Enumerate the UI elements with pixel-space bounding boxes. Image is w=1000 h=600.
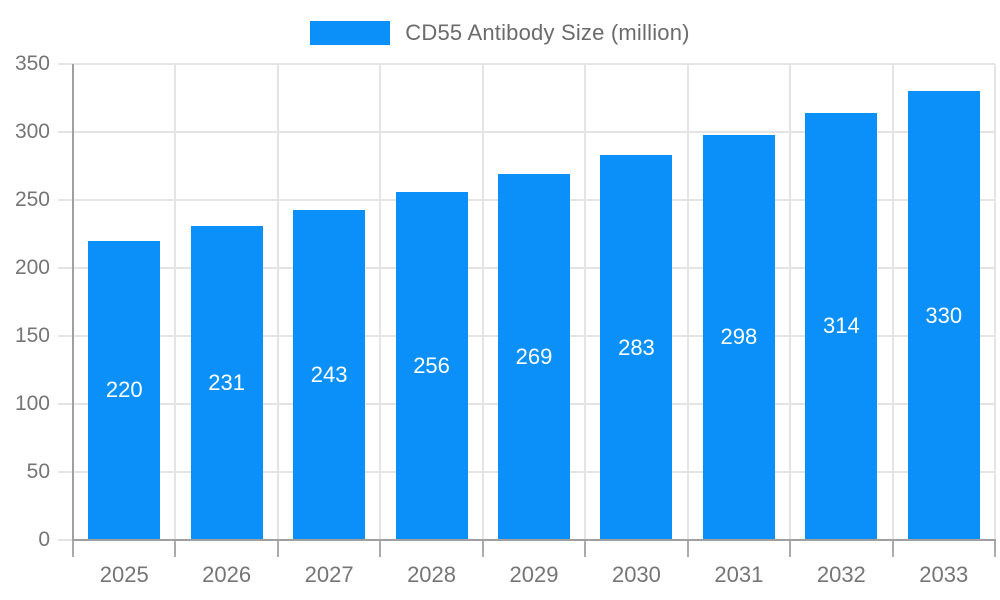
bar-value-label: 298 <box>720 324 758 350</box>
x-axis-tick <box>584 541 587 557</box>
bar[interactable] <box>600 155 673 540</box>
x-axis-tick <box>174 541 177 557</box>
x-axis-tick <box>276 541 279 557</box>
bar[interactable] <box>907 91 980 540</box>
x-axis-tick <box>481 541 484 557</box>
bar-value-label: 314 <box>822 313 860 339</box>
bar[interactable] <box>395 191 468 540</box>
y-axis-tick-label: 50 <box>26 460 50 483</box>
x-gridline <box>276 64 279 540</box>
y-axis-tick-label: 200 <box>14 256 50 279</box>
x-axis-tick-label: 2025 <box>99 562 149 587</box>
bar-value-label: 220 <box>105 377 143 403</box>
bar[interactable] <box>190 225 263 540</box>
x-axis-tick-label: 2026 <box>202 562 252 587</box>
bar-value-label: 231 <box>208 369 246 395</box>
x-axis-tick-label: 2032 <box>816 562 866 587</box>
bar-value-label: 283 <box>618 334 655 360</box>
x-axis-tick <box>789 541 792 557</box>
x-gridline <box>584 64 587 540</box>
bar-value-label: 269 <box>515 344 553 370</box>
y-gridline <box>58 131 995 133</box>
bar-value-label: 256 <box>413 352 450 378</box>
y-axis-tick-label: 250 <box>14 188 50 211</box>
x-gridline <box>686 64 689 540</box>
x-gridline <box>481 64 484 540</box>
x-axis-tick <box>994 541 996 557</box>
bar[interactable] <box>293 209 366 540</box>
bar[interactable] <box>805 112 878 540</box>
x-axis-tick-label: 2031 <box>714 562 764 587</box>
x-axis-tick <box>72 541 74 557</box>
x-axis-tick-label: 2030 <box>611 562 661 587</box>
bar[interactable] <box>88 240 161 540</box>
y-axis-tick-label: 150 <box>14 324 50 347</box>
x-gridline <box>994 64 996 540</box>
x-axis-tick-label: 2029 <box>509 562 559 587</box>
y-axis-tick-label: 300 <box>14 120 50 143</box>
x-gridline <box>789 64 792 540</box>
bar[interactable] <box>498 174 570 540</box>
y-axis-line <box>72 64 74 542</box>
legend[interactable]: CD55 Antibody Size (million) <box>0 20 1000 46</box>
x-axis-tick <box>891 541 894 557</box>
x-axis-tick <box>686 541 689 557</box>
x-axis-tick-label: 2033 <box>919 562 969 587</box>
x-gridline <box>174 64 177 540</box>
x-axis-line <box>72 539 996 541</box>
bar-value-label: 243 <box>310 361 348 387</box>
x-axis-tick <box>379 541 382 557</box>
y-gridline <box>58 63 995 65</box>
legend-swatch <box>310 21 391 45</box>
legend-label: CD55 Antibody Size (million) <box>405 20 690 45</box>
y-axis-tick-label: 350 <box>14 52 50 75</box>
x-gridline <box>379 64 382 540</box>
x-axis-tick-label: 2027 <box>304 562 354 587</box>
x-axis-tick-label: 2028 <box>407 562 457 587</box>
x-gridline <box>891 64 894 540</box>
bar-value-label: 330 <box>925 302 963 328</box>
y-axis-tick-label: 0 <box>38 528 50 551</box>
y-axis-tick-label: 100 <box>14 392 50 415</box>
bar[interactable] <box>702 134 775 540</box>
